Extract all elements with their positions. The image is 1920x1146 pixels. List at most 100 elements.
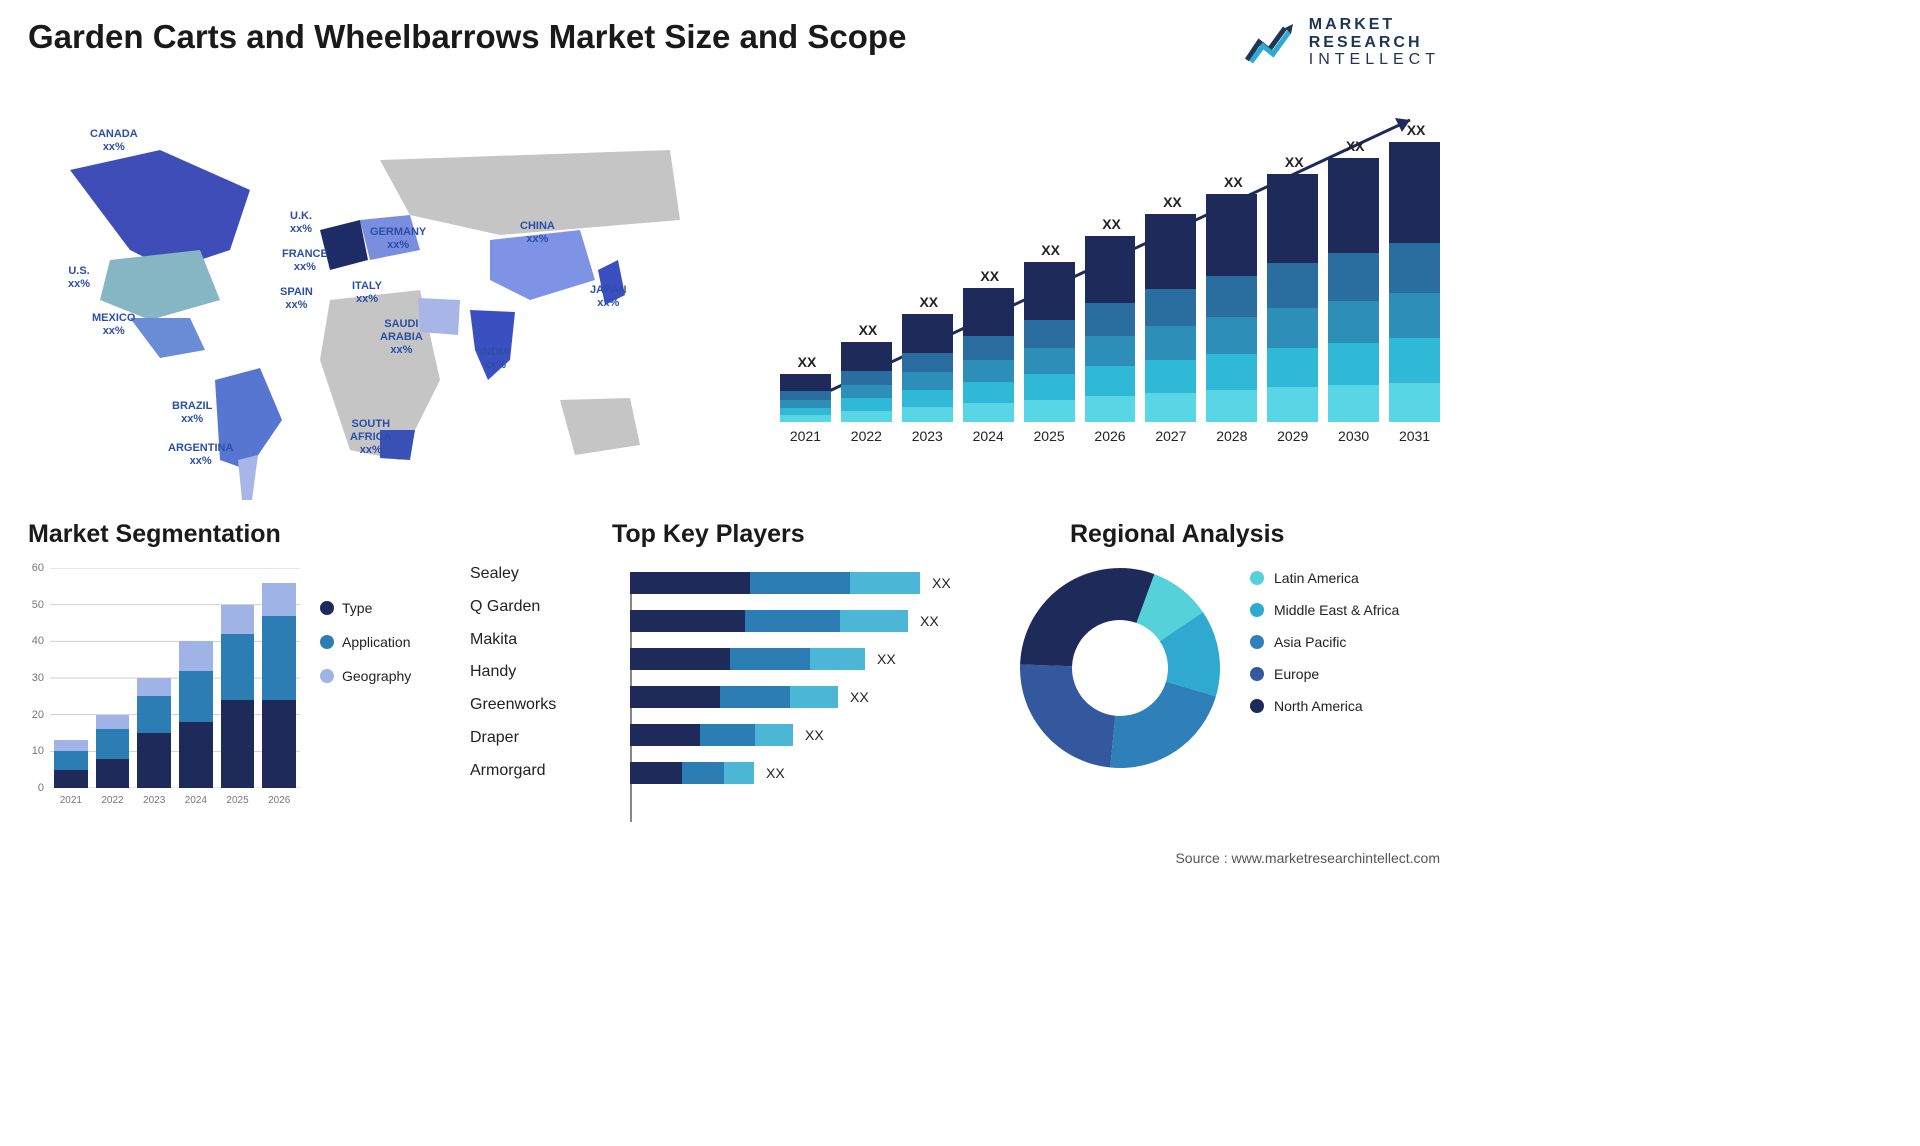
map-label-italy: ITALYxx%	[352, 280, 382, 306]
player-bar-segment	[730, 648, 810, 670]
legend-label: North America	[1274, 698, 1363, 714]
legend-label: Asia Pacific	[1274, 634, 1346, 650]
player-bar-segment	[840, 610, 908, 632]
growth-bar-2024: XX2024	[963, 288, 1014, 444]
map-label-saudi-arabia: SAUDIARABIAxx%	[380, 318, 423, 358]
segmentation-bar-2025	[221, 605, 255, 788]
growth-bar-2025: XX2025	[1024, 262, 1075, 444]
growth-year-label: 2030	[1338, 428, 1369, 444]
key-players-list: SealeyQ GardenMakitaHandyGreenworksDrape…	[470, 558, 610, 788]
segmentation-segment	[137, 696, 171, 733]
segmentation-legend-item: Type	[320, 600, 411, 616]
player-bar-segment	[630, 610, 745, 632]
growth-value-label: XX	[1328, 138, 1382, 154]
regional-donut-chart	[1010, 558, 1230, 778]
segmentation-segment	[96, 729, 130, 758]
growth-year-label: 2022	[851, 428, 882, 444]
segmentation-segment	[221, 634, 255, 700]
growth-bar-2026: XX2026	[1085, 236, 1136, 444]
regional-legend-item: North America	[1250, 698, 1450, 714]
growth-segment	[841, 371, 892, 385]
donut-slice-north-america	[1020, 568, 1154, 666]
growth-segment	[780, 415, 831, 422]
growth-value-label: XX	[1389, 122, 1443, 138]
legend-swatch-icon	[320, 635, 334, 649]
map-country-arg	[238, 455, 258, 500]
segmentation-bar-2026	[262, 583, 296, 788]
growth-segment	[1145, 289, 1196, 326]
player-list-item: Greenworks	[470, 689, 610, 722]
segmentation-bar-2023	[137, 678, 171, 788]
growth-segment	[902, 372, 953, 389]
segmentation-segment	[262, 700, 296, 788]
growth-year-label: 2031	[1399, 428, 1430, 444]
player-bar-segment	[850, 572, 920, 594]
logo-line-2: RESEARCH	[1309, 34, 1440, 52]
regional-legend: Latin AmericaMiddle East & AfricaAsia Pa…	[1250, 570, 1450, 730]
player-list-item: Draper	[470, 722, 610, 755]
legend-label: Latin America	[1274, 570, 1359, 586]
growth-segment	[841, 385, 892, 398]
segmentation-bar-2021	[54, 740, 88, 788]
map-label-south-africa: SOUTHAFRICAxx%	[350, 418, 392, 458]
growth-year-label: 2029	[1277, 428, 1308, 444]
growth-value-label: XX	[963, 268, 1017, 284]
segmentation-year-label: 2022	[96, 795, 130, 806]
growth-year-label: 2024	[973, 428, 1004, 444]
growth-segment	[1389, 142, 1440, 243]
segmentation-bar-2024	[179, 641, 213, 788]
donut-slice-asia-pacific	[1110, 682, 1216, 768]
segmentation-year-label: 2023	[137, 795, 171, 806]
player-bar-segment	[724, 762, 754, 784]
growth-year-label: 2021	[790, 428, 821, 444]
growth-segment	[1145, 360, 1196, 393]
growth-segment	[1206, 194, 1257, 276]
legend-label: Geography	[342, 668, 411, 684]
segmentation-segment	[96, 715, 130, 730]
player-list-item: Armorgard	[470, 755, 610, 788]
growth-segment	[1328, 158, 1379, 253]
segmentation-segment	[137, 733, 171, 788]
growth-bar-2027: XX2027	[1145, 214, 1196, 444]
segmentation-year-label: 2024	[179, 795, 213, 806]
map-label-argentina: ARGENTINAxx%	[168, 442, 233, 468]
segmentation-legend-item: Application	[320, 634, 411, 650]
map-country-me	[418, 298, 460, 335]
growth-segment	[1024, 348, 1075, 374]
legend-label: Type	[342, 600, 372, 616]
map-label-canada: CANADAxx%	[90, 128, 138, 154]
segmentation-ytick: 10	[32, 745, 44, 757]
growth-segment	[1267, 348, 1318, 388]
segmentation-ytick: 20	[32, 709, 44, 721]
players-title: Top Key Players	[612, 520, 805, 549]
legend-swatch-icon	[1250, 603, 1264, 617]
legend-swatch-icon	[320, 669, 334, 683]
player-list-item: Makita	[470, 624, 610, 657]
segmentation-segment	[54, 751, 88, 769]
segmentation-year-label: 2021	[54, 795, 88, 806]
growth-bar-2023: XX2023	[902, 314, 953, 444]
growth-value-label: XX	[1267, 154, 1321, 170]
segmentation-segment	[179, 671, 213, 722]
player-value-label: XX	[805, 727, 824, 743]
player-value-label: XX	[932, 575, 951, 591]
growth-segment	[1206, 354, 1257, 390]
player-bar-segment	[630, 724, 700, 746]
growth-bar-2031: XX2031	[1389, 142, 1440, 444]
growth-segment	[902, 314, 953, 353]
player-bar-row: XX	[630, 610, 939, 632]
map-label-china: CHINAxx%	[520, 220, 555, 246]
growth-segment	[1267, 263, 1318, 308]
player-value-label: XX	[850, 689, 869, 705]
map-country-aus	[560, 398, 640, 455]
growth-segment	[963, 403, 1014, 422]
segmentation-segment	[262, 616, 296, 700]
player-bar-segment	[745, 610, 840, 632]
growth-segment	[780, 374, 831, 391]
segmentation-ytick: 50	[32, 599, 44, 611]
legend-swatch-icon	[1250, 699, 1264, 713]
growth-segment	[963, 336, 1014, 360]
player-bar-row: XX	[630, 572, 951, 594]
regional-title: Regional Analysis	[1070, 520, 1284, 549]
growth-value-label: XX	[1085, 216, 1139, 232]
